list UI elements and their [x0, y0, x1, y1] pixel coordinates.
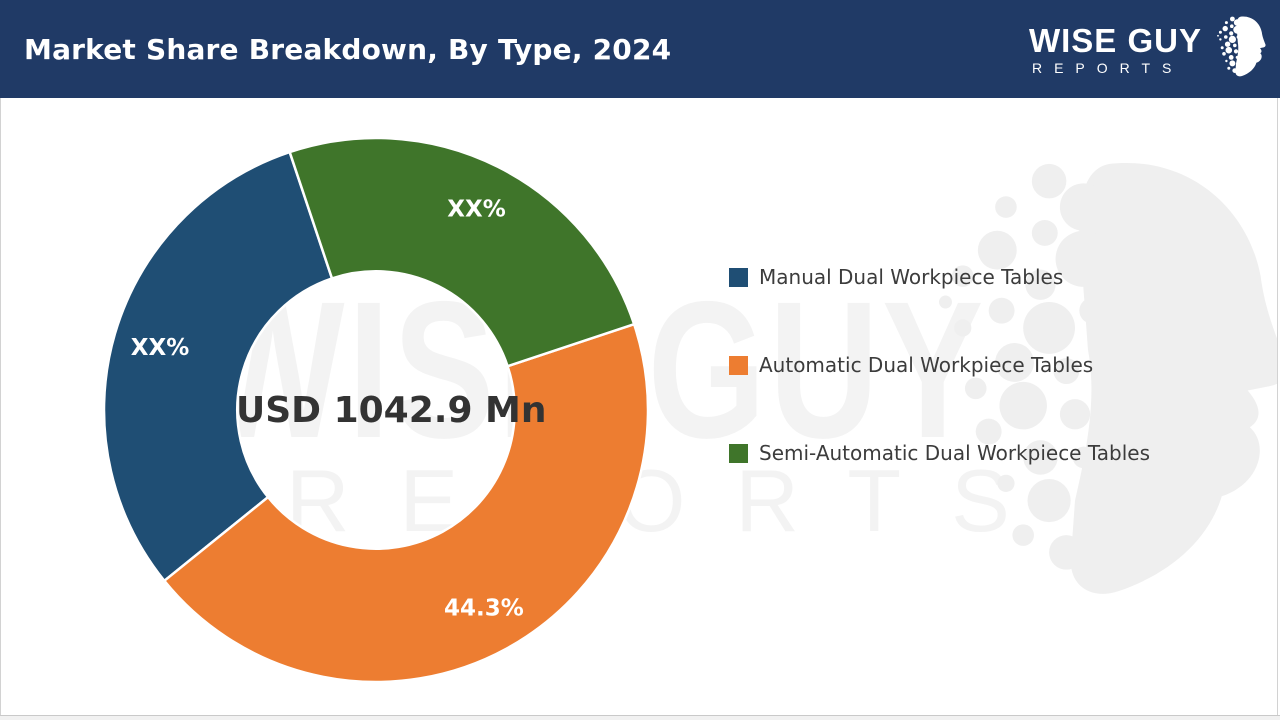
donut-segment	[163, 322, 650, 684]
legend: Manual Dual Workpiece Tables Automatic D…	[729, 265, 1150, 531]
legend-label-semi-automatic: Semi-Automatic Dual Workpiece Tables	[759, 441, 1150, 465]
legend-swatch-automatic	[729, 355, 748, 375]
legend-item-semi-automatic: Semi-Automatic Dual Workpiece Tables	[729, 441, 1150, 465]
chart-area: WISE GUY REPORTS XX% 44.3% XX% USD 1042.9 …	[0, 98, 1278, 715]
donut-segment	[102, 150, 334, 583]
wise-guy-reports-logo: WISE GUY REPORTS	[1029, 13, 1266, 85]
logo-name: WISE GUY	[1028, 21, 1202, 59]
logo-tagline: REPORTS	[1031, 59, 1184, 76]
legend-label-automatic: Automatic Dual Workpiece Tables	[759, 353, 1094, 377]
page-title: Market Share Breakdown, By Type, 2024	[24, 32, 672, 66]
bottom-border-line	[0, 715, 1280, 716]
segment-percent-label: XX%	[131, 335, 190, 361]
header-bar: Market Share Breakdown, By Type, 2024 WI…	[0, 0, 1280, 98]
bottom-strip	[0, 716, 1280, 720]
legend-label-manual: Manual Dual Workpiece Tables	[759, 265, 1064, 289]
legend-swatch-manual	[729, 267, 748, 287]
logo-face-icon	[1206, 13, 1266, 85]
legend-item-automatic: Automatic Dual Workpiece Tables	[729, 353, 1150, 377]
donut-chart: XX% 44.3% XX%	[102, 136, 650, 684]
legend-item-manual: Manual Dual Workpiece Tables	[729, 265, 1150, 289]
segment-percent-label: XX%	[447, 197, 506, 223]
legend-swatch-semi-automatic	[729, 443, 748, 463]
segment-percent-label: 44.3%	[444, 595, 524, 621]
donut-center-value: USD 1042.9 Mn	[236, 390, 547, 431]
donut-segment	[288, 136, 636, 368]
